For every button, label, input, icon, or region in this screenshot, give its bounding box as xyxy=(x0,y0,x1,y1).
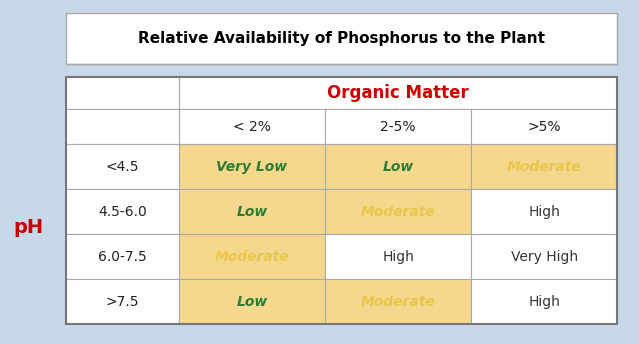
Bar xyxy=(325,144,471,189)
Bar xyxy=(179,109,325,144)
Bar xyxy=(66,144,179,189)
Bar xyxy=(325,189,471,234)
Text: Organic Matter: Organic Matter xyxy=(327,84,469,102)
Bar xyxy=(66,77,617,324)
Bar xyxy=(66,77,179,109)
Bar xyxy=(179,189,325,234)
Text: >7.5: >7.5 xyxy=(106,295,139,309)
Text: Low: Low xyxy=(236,205,268,219)
Text: Relative Availability of Phosphorus to the Plant: Relative Availability of Phosphorus to t… xyxy=(138,31,545,46)
Text: Moderate: Moderate xyxy=(507,160,581,174)
Text: High: High xyxy=(528,205,560,219)
Bar xyxy=(179,77,617,109)
Text: < 2%: < 2% xyxy=(233,120,271,134)
Bar xyxy=(325,279,471,324)
Text: High: High xyxy=(382,250,414,264)
Bar xyxy=(471,109,617,144)
Text: >5%: >5% xyxy=(527,120,561,134)
Bar xyxy=(471,189,617,234)
Bar xyxy=(66,234,179,279)
Text: <4.5: <4.5 xyxy=(106,160,139,174)
Bar xyxy=(325,109,471,144)
Text: Moderate: Moderate xyxy=(361,205,436,219)
Bar xyxy=(471,279,617,324)
Bar xyxy=(471,234,617,279)
Bar xyxy=(471,144,617,189)
Text: 2-5%: 2-5% xyxy=(380,120,416,134)
Bar xyxy=(66,279,179,324)
Text: Low: Low xyxy=(236,295,268,309)
Text: Moderate: Moderate xyxy=(361,295,436,309)
Text: pH: pH xyxy=(13,218,43,237)
Text: High: High xyxy=(528,295,560,309)
Text: 6.0-7.5: 6.0-7.5 xyxy=(98,250,147,264)
Text: Very High: Very High xyxy=(511,250,578,264)
Bar xyxy=(179,234,325,279)
Bar xyxy=(66,189,179,234)
Bar xyxy=(325,234,471,279)
Bar xyxy=(66,13,617,64)
Text: Low: Low xyxy=(383,160,413,174)
Bar xyxy=(179,144,325,189)
Text: 4.5-6.0: 4.5-6.0 xyxy=(98,205,147,219)
Bar xyxy=(66,109,179,144)
Text: Very Low: Very Low xyxy=(217,160,288,174)
Bar xyxy=(179,279,325,324)
Text: Moderate: Moderate xyxy=(215,250,289,264)
